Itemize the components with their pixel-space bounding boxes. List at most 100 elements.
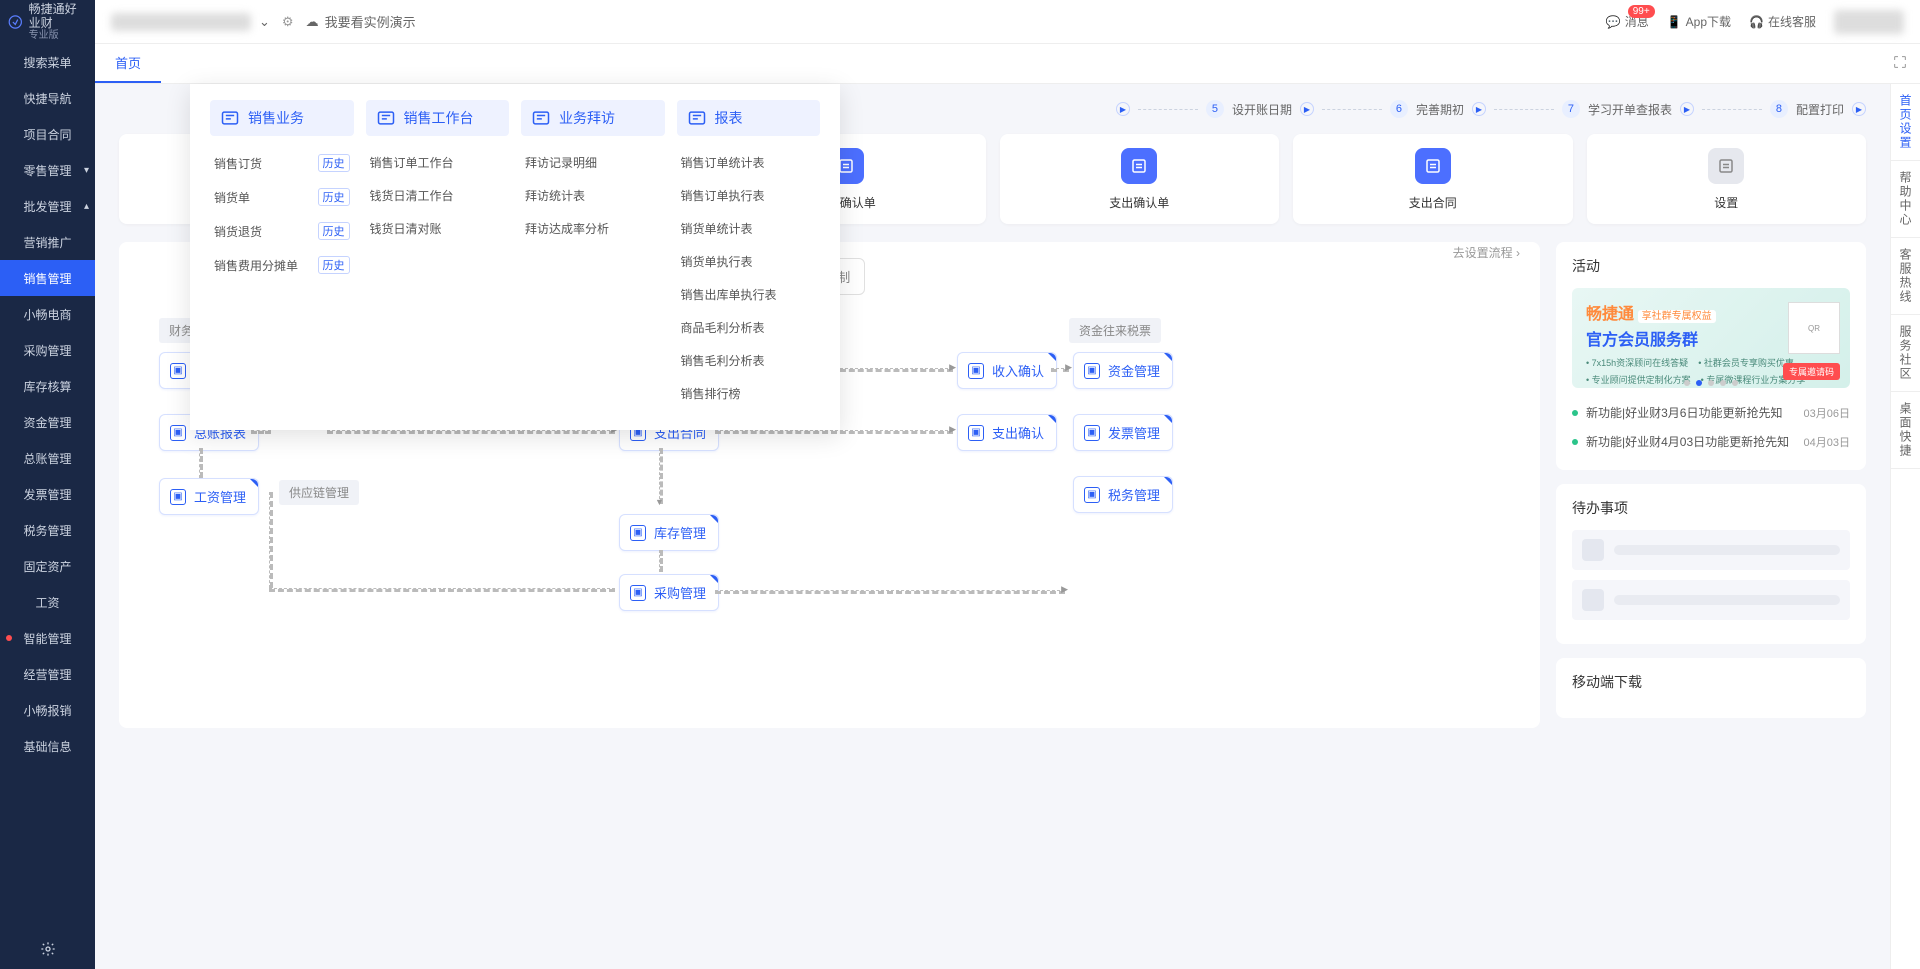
history-tag[interactable]: 历史 (318, 188, 350, 206)
sales-mega-menu: 销售业务销售订货历史销货单历史销货退货历史销售费用分摊单历史销售工作台销售订单工… (190, 84, 840, 430)
app-download-button[interactable]: 📱 App下载 (1667, 13, 1731, 30)
step-5[interactable]: 5设开账日期▶ (1206, 100, 1314, 118)
org-selector[interactable]: ⌄ (111, 13, 270, 31)
sidebar-item-label: 小畅报销 (8, 702, 87, 719)
news-date: 04月03日 (1804, 434, 1850, 450)
online-service-label: 在线客服 (1768, 13, 1816, 30)
news-item-1[interactable]: 新功能|好业财4月03日功能更新抢先知 04月03日 (1572, 427, 1850, 456)
rail-help-center[interactable]: 帮助中心 (1891, 161, 1920, 238)
mega-col-2: 业务拜访拜访记录明细拜访统计表拜访达成率分析 (521, 100, 665, 410)
sidebar-item-label: 工资 (8, 594, 87, 611)
mega-item-0-2[interactable]: 销货退货历史 (210, 214, 354, 248)
rail-desktop-shortcut[interactable]: 桌面快捷 (1891, 392, 1920, 469)
step-6[interactable]: 6完善期初▶ (1390, 100, 1486, 118)
mega-item-3-7[interactable]: 销售排行榜 (677, 377, 821, 410)
sidebar-item-1[interactable]: 快捷导航 (0, 80, 95, 116)
sidebar-item-5[interactable]: 营销推广 (0, 224, 95, 260)
sidebar-item-10[interactable]: 资金管理 (0, 404, 95, 440)
mega-item-3-6[interactable]: 销售毛利分析表 (677, 344, 821, 377)
history-tag[interactable]: 历史 (318, 256, 350, 274)
sidebar-item-2[interactable]: 项目合同 (0, 116, 95, 152)
node-salary[interactable]: ▣工资管理 (159, 478, 259, 515)
sidebar-item-9[interactable]: 库存核算 (0, 368, 95, 404)
step-play-icon: ▶ (1472, 102, 1486, 116)
quick-tile-5[interactable]: 设置 (1587, 134, 1867, 224)
sidebar-item-13[interactable]: 税务管理 (0, 512, 95, 548)
sidebar-item-6[interactable]: 销售管理 (0, 260, 95, 296)
expand-arrow-icon: ▴ (84, 201, 89, 212)
mega-col-0: 销售业务销售订货历史销货单历史销货退货历史销售费用分摊单历史 (210, 100, 354, 410)
history-tag[interactable]: 历史 (318, 154, 350, 172)
sidebar-item-18[interactable]: 小畅报销 (0, 692, 95, 728)
sidebar-item-16[interactable]: 智能管理 (0, 620, 95, 656)
promo-banner[interactable]: 畅捷通 享社群专属权益 官方会员服务群 7x15h资深顾问在线答疑社群会员专享购… (1572, 288, 1850, 388)
fullscreen-button[interactable] (1892, 54, 1908, 70)
sidebar-item-15[interactable]: 工资 (0, 584, 95, 620)
mega-item-0-3[interactable]: 销售费用分摊单 历史 (210, 248, 354, 282)
mobile-download-title: 移动端下载 (1572, 672, 1850, 692)
rail-service-community[interactable]: 服务社区 (1891, 315, 1920, 392)
mega-item-label: 销售排行榜 (681, 385, 741, 402)
node-expense-confirm[interactable]: ▣支出确认 (957, 414, 1057, 451)
node-capital[interactable]: ▣资金管理 (1073, 352, 1173, 389)
sidebar-item-4[interactable]: 批发管理▴ (0, 188, 95, 224)
mega-item-0-0[interactable]: 销售订货历史 (210, 146, 354, 180)
rail-customer-hotline[interactable]: 客服热线 (1891, 238, 1920, 315)
mega-item-3-0[interactable]: 销售订单统计表 (677, 146, 821, 179)
sidebar-item-label: 发票管理 (8, 486, 87, 503)
sidebar-item-7[interactable]: 小畅电商 (0, 296, 95, 332)
mega-item-3-5[interactable]: 商品毛利分析表 (677, 311, 821, 344)
demo-link[interactable]: ☁ 我要看实例演示 (306, 12, 416, 31)
message-icon: 💬 (1606, 15, 1621, 29)
mega-item-label: 销售费用分摊单 (214, 257, 298, 274)
tab-home[interactable]: 首页 (95, 44, 161, 83)
brand-logo: 畅捷通好业财 专业版 (0, 0, 95, 44)
sidebar-item-11[interactable]: 总账管理 (0, 440, 95, 476)
mega-item-3-3[interactable]: 销货单执行表 (677, 245, 821, 278)
sidebar-settings-gear[interactable] (0, 929, 95, 969)
mega-item-3-2[interactable]: 销货单统计表 (677, 212, 821, 245)
step-play-icon[interactable]: ▶ (1116, 102, 1130, 116)
sidebar-item-14[interactable]: 固定资产 (0, 548, 95, 584)
mega-item-label: 销售订单执行表 (681, 187, 765, 204)
tile-label: 支出合同 (1409, 194, 1457, 211)
topbar-gear-icon[interactable]: ⚙ (282, 14, 294, 30)
activity-panel: 活动 畅捷通 享社群专属权益 官方会员服务群 7x15h资深顾问在线答疑社群会员… (1556, 242, 1866, 470)
mega-item-3-4[interactable]: 销售出库单执行表 (677, 278, 821, 311)
quick-tile-3[interactable]: 支出确认单 (1000, 134, 1280, 224)
mega-item-2-0[interactable]: 拜访记录明细 (521, 146, 665, 179)
sidebar-item-8[interactable]: 采购管理 (0, 332, 95, 368)
banner-pager[interactable] (1572, 380, 1850, 386)
sidebar-item-label: 项目合同 (8, 126, 87, 143)
step-7[interactable]: 7学习开单查报表▶ (1562, 100, 1694, 118)
todo-panel: 待办事项 (1556, 484, 1866, 644)
news-title: 新功能|好业财4月03日功能更新抢先知 (1586, 433, 1796, 450)
node-invoice[interactable]: ▣发票管理 (1073, 414, 1173, 451)
node-inventory[interactable]: ▣库存管理 (619, 514, 719, 551)
history-tag[interactable]: 历史 (318, 222, 350, 240)
news-item-0[interactable]: 新功能|好业财3月6日功能更新抢先知03月06日 (1572, 398, 1850, 427)
sidebar-item-3[interactable]: 零售管理▾ (0, 152, 95, 188)
user-avatar[interactable] (1834, 10, 1904, 34)
tile-icon (1708, 148, 1744, 184)
sidebar-item-17[interactable]: 经营管理 (0, 656, 95, 692)
sidebar-item-19[interactable]: 基础信息 (0, 728, 95, 764)
sidebar-item-12[interactable]: 发票管理 (0, 476, 95, 512)
mega-item-2-2[interactable]: 拜访达成率分析 (521, 212, 665, 245)
mega-item-label: 销售订单统计表 (681, 154, 765, 171)
mega-item-2-1[interactable]: 拜访统计表 (521, 179, 665, 212)
node-tax[interactable]: ▣税务管理 (1073, 476, 1173, 513)
sidebar-item-0[interactable]: 搜索菜单 (0, 44, 95, 80)
node-income-confirm[interactable]: ▣收入确认 (957, 352, 1057, 389)
quick-tile-4[interactable]: 支出合同 (1293, 134, 1573, 224)
rail-home-settings[interactable]: 首页设置 (1891, 84, 1920, 161)
mega-item-1-2[interactable]: 钱货日清对账 (366, 212, 510, 245)
mega-item-1-0[interactable]: 销售订单工作台 (366, 146, 510, 179)
step-8[interactable]: 8配置打印▶ (1770, 100, 1866, 118)
mega-item-1-1[interactable]: 钱货日清工作台 (366, 179, 510, 212)
mega-item-0-1[interactable]: 销货单历史 (210, 180, 354, 214)
node-purchase[interactable]: ▣采购管理 (619, 574, 719, 611)
messages-button[interactable]: 💬 消息 99+ (1606, 13, 1649, 30)
mega-item-3-1[interactable]: 销售订单执行表 (677, 179, 821, 212)
online-service-button[interactable]: 🎧 在线客服 (1749, 13, 1816, 30)
